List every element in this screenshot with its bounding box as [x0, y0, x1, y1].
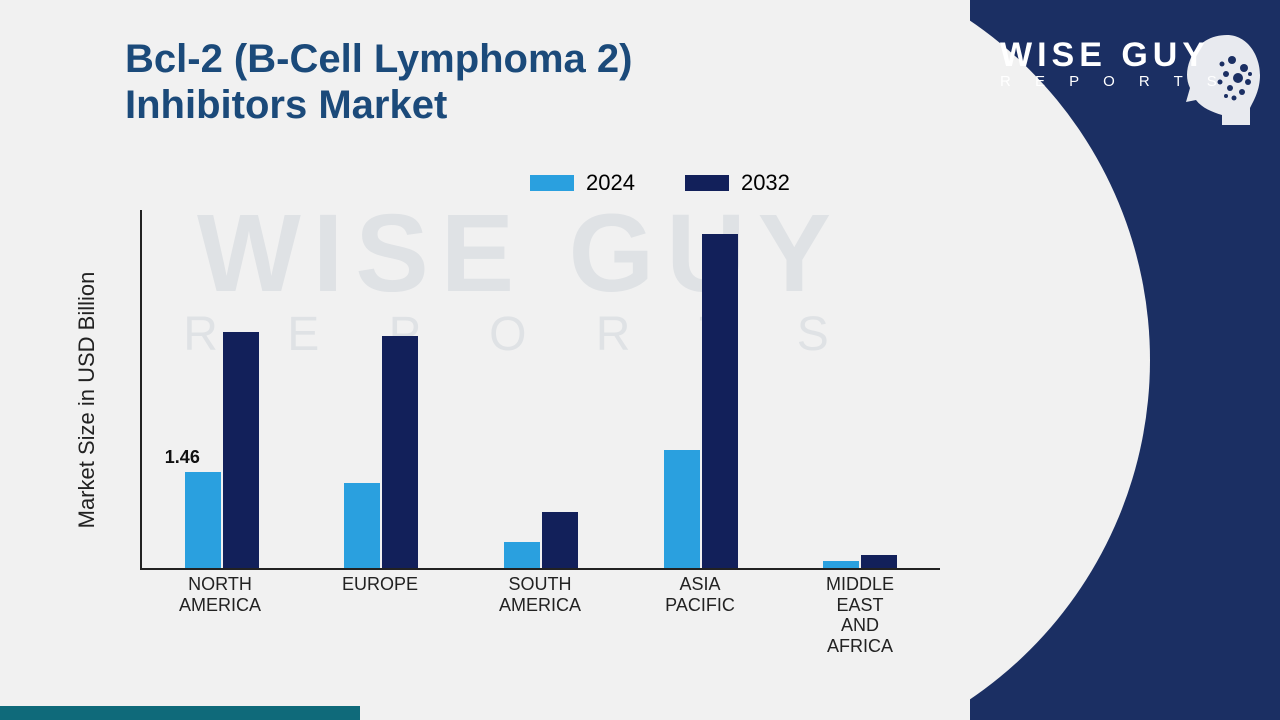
legend-label-2024: 2024 — [586, 170, 635, 196]
legend: 2024 2032 — [530, 170, 790, 196]
x-axis-labels: NORTHAMERICA EUROPE SOUTHAMERICA ASIAPACIFI… — [140, 574, 940, 657]
bar-groups: 1.46 — [142, 210, 940, 568]
brand-line2: R E P O R T S — [1000, 73, 1250, 90]
legend-swatch-2024 — [530, 175, 574, 191]
bar-2024 — [344, 483, 380, 568]
x-category-label: MIDDLEEASTANDAFRICA — [795, 574, 925, 657]
bar-2024 — [664, 450, 700, 568]
legend-item-2024: 2024 — [530, 170, 635, 196]
x-category-label: NORTHAMERICA — [155, 574, 285, 657]
x-category-label: SOUTHAMERICA — [475, 574, 605, 657]
legend-item-2032: 2032 — [685, 170, 790, 196]
bar-2024 — [185, 472, 221, 568]
bar-2032 — [542, 512, 578, 568]
bar-group: 1.46 — [157, 210, 287, 568]
legend-label-2032: 2032 — [741, 170, 790, 196]
bar-value-label: 1.46 — [165, 447, 200, 468]
legend-swatch-2032 — [685, 175, 729, 191]
plot-area: 1.46 — [140, 210, 940, 570]
bottom-accent-bar — [0, 706, 360, 720]
bar-2024 — [504, 542, 540, 568]
chart: Market Size in USD Billion 2024 2032 1.4… — [60, 160, 960, 700]
bar-2032 — [223, 332, 259, 568]
y-axis-label: Market Size in USD Billion — [74, 200, 100, 600]
bar-2024 — [823, 561, 859, 568]
bar-2032 — [382, 336, 418, 568]
page-root: WISE GUY R E P O R T S WISE GUY R E P O … — [0, 0, 1280, 720]
x-category-label: EUROPE — [315, 574, 445, 657]
bar-2032 — [702, 234, 738, 568]
bar-group — [795, 210, 925, 568]
chart-title: Bcl-2 (B-Cell Lymphoma 2) Inhibitors Mar… — [125, 36, 745, 128]
bar-group — [476, 210, 606, 568]
x-category-label: ASIAPACIFIC — [635, 574, 765, 657]
bar-2032 — [861, 555, 897, 568]
brand-line1: WISE GUY — [1000, 36, 1250, 75]
brand-logo: WISE GUY R E P O R T S — [1000, 36, 1250, 90]
bar-group — [636, 210, 766, 568]
bar-group — [316, 210, 446, 568]
